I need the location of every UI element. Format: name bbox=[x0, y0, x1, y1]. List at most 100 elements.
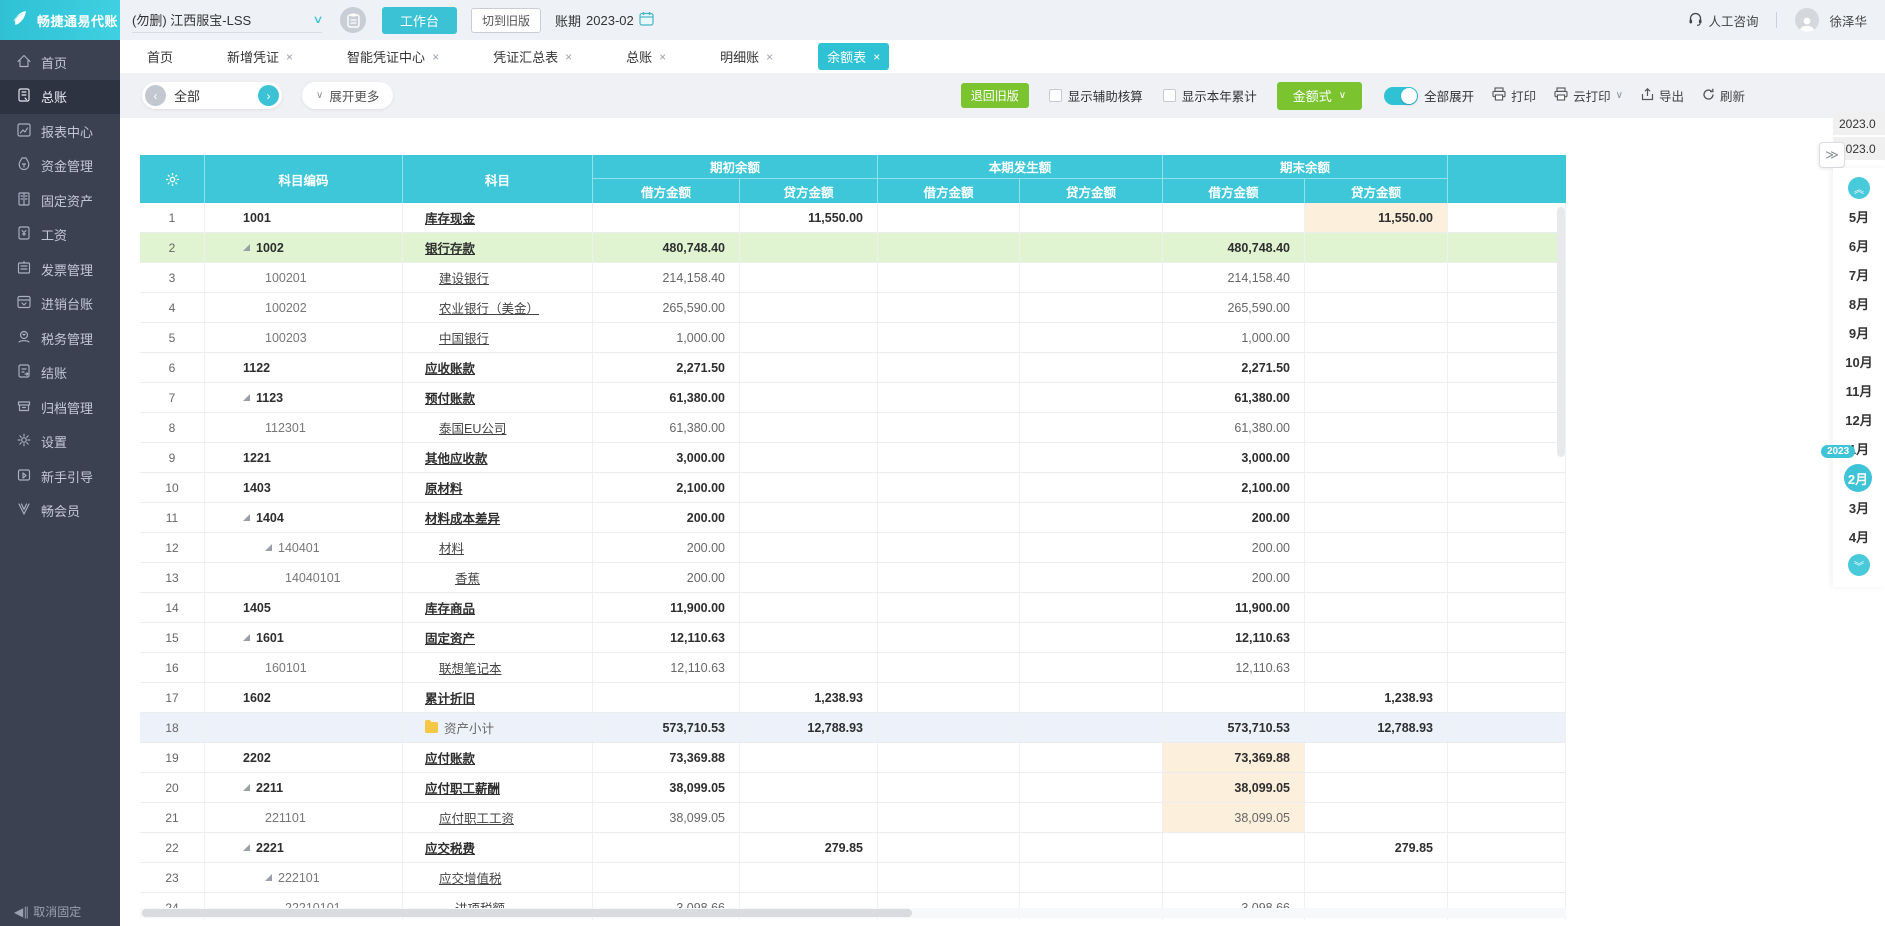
sidebar-item-3[interactable]: 报表中心 bbox=[0, 114, 120, 149]
account-name-link[interactable]: 建设银行 bbox=[439, 272, 490, 286]
month-item-2月[interactable]: 2月 bbox=[1844, 464, 1872, 492]
account-name-link[interactable]: 库存现金 bbox=[425, 212, 476, 226]
back-to-old-button[interactable]: 退回旧版 bbox=[960, 83, 1029, 108]
table-row[interactable]: 3 100201 建设银行 214,158.40 214,158.40 bbox=[140, 263, 1566, 293]
app-logo[interactable]: 畅捷通易代账 bbox=[0, 0, 120, 40]
sub-header-credit[interactable]: 贷方金额 bbox=[1020, 179, 1163, 203]
table-row[interactable]: 23 222101 应交增值税 bbox=[140, 863, 1566, 893]
month-item-4月[interactable]: 4月 bbox=[1848, 530, 1870, 545]
tab-智能凭证中心[interactable]: 智能凭证中心 × bbox=[338, 43, 448, 70]
account-name-link[interactable]: 材料成本差异 bbox=[425, 512, 501, 526]
show-aux-checkbox[interactable]: 显示辅助核算 bbox=[1048, 86, 1143, 105]
sidebar-item-11[interactable]: 归档管理 bbox=[0, 390, 120, 425]
account-name-link[interactable]: 材料 bbox=[439, 542, 465, 556]
account-name-link[interactable]: 预付账款 bbox=[425, 392, 476, 406]
close-tab-icon[interactable]: × bbox=[659, 49, 667, 64]
scope-prev-icon[interactable]: ‹ bbox=[145, 85, 166, 106]
expand-triangle-icon[interactable] bbox=[243, 514, 250, 521]
table-row[interactable]: 19 2202 应付账款 73,369.88 73,369.88 bbox=[140, 743, 1566, 773]
account-name-link[interactable]: 库存商品 bbox=[425, 602, 476, 616]
table-row[interactable]: 8 112301 泰国EU公司 61,380.00 61,380.00 bbox=[140, 413, 1566, 443]
months-scroll-down-icon[interactable]: ︾ bbox=[1848, 554, 1870, 576]
scope-next-icon[interactable]: › bbox=[258, 85, 279, 106]
export-button[interactable]: 导出 bbox=[1641, 86, 1684, 105]
tab-余额表[interactable]: 余额表 × bbox=[818, 43, 890, 70]
sidebar-item-9[interactable]: 税务管理 bbox=[0, 321, 120, 356]
account-name-link[interactable]: 农业银行（美金） bbox=[439, 302, 540, 316]
table-row[interactable]: 22 2221 应交税费 279.85 279.85 bbox=[140, 833, 1566, 863]
sidebar-item-6[interactable]: 工资 bbox=[0, 218, 120, 253]
expand-triangle-icon[interactable] bbox=[243, 394, 250, 401]
unpin-button[interactable]: ◀∥ 取消固定 bbox=[14, 903, 81, 920]
expand-all-toggle[interactable] bbox=[1384, 86, 1419, 105]
close-tab-icon[interactable]: × bbox=[873, 49, 881, 64]
sidebar-item-14[interactable]: 畅会员 bbox=[0, 494, 120, 529]
month-item-12月[interactable]: 12月 bbox=[1845, 413, 1873, 428]
sidebar-item-8[interactable]: 进销台账 bbox=[0, 287, 120, 322]
column-settings-gear-icon[interactable] bbox=[140, 155, 205, 203]
sub-header-debit[interactable]: 借方金额 bbox=[878, 179, 1020, 203]
account-name-link[interactable]: 固定资产 bbox=[425, 632, 476, 646]
period-entry[interactable]: 2023.0 bbox=[1833, 137, 1885, 160]
close-tab-icon[interactable]: × bbox=[766, 49, 774, 64]
sidebar-item-10[interactable]: 结账 bbox=[0, 356, 120, 391]
account-name-link[interactable]: 中国银行 bbox=[439, 332, 490, 346]
month-item-7月[interactable]: 7月 bbox=[1848, 268, 1870, 283]
sidebar-item-13[interactable]: 新手引导 bbox=[0, 459, 120, 494]
cloud-print-button[interactable]: 云打印 ∨ bbox=[1554, 86, 1623, 105]
account-name-link[interactable]: 香蕉 bbox=[455, 572, 481, 586]
show-ytd-checkbox[interactable]: 显示本年累计 bbox=[1162, 86, 1257, 105]
table-row[interactable]: 13 14040101 香蕉 200.00 200.00 bbox=[140, 563, 1566, 593]
expand-triangle-icon[interactable] bbox=[243, 244, 250, 251]
header-account-code[interactable]: 科目编码 bbox=[205, 155, 403, 203]
period-selector[interactable]: 账期 2023-02 bbox=[555, 11, 654, 30]
sidebar-item-12[interactable]: 设置 bbox=[0, 425, 120, 460]
account-name-link[interactable]: 累计折旧 bbox=[425, 692, 476, 706]
switch-old-version-button[interactable]: 切到旧版 bbox=[471, 7, 542, 33]
table-row[interactable]: 1 1001 库存现金 11,550.00 11,550.00 bbox=[140, 203, 1566, 233]
clipboard-icon[interactable] bbox=[340, 7, 366, 33]
account-name-link[interactable]: 原材料 bbox=[425, 482, 463, 496]
month-item-11月[interactable]: 11月 bbox=[1845, 384, 1873, 399]
avatar[interactable] bbox=[1795, 8, 1820, 32]
table-row[interactable]: 10 1403 原材料 2,100.00 2,100.00 bbox=[140, 473, 1566, 503]
table-row[interactable]: 20 2211 应付职工薪酬 38,099.05 38,099.05 bbox=[140, 773, 1566, 803]
month-item-6月[interactable]: 6月 bbox=[1848, 239, 1870, 254]
account-name-link[interactable]: 其他应收款 bbox=[425, 452, 488, 466]
tab-首页[interactable]: 首页 bbox=[138, 43, 182, 70]
tab-总账[interactable]: 总账 × bbox=[617, 43, 675, 70]
account-name-link[interactable]: 泰国EU公司 bbox=[439, 422, 507, 436]
amount-mode-button[interactable]: 金额式 ∨ bbox=[1276, 81, 1363, 110]
close-tab-icon[interactable]: × bbox=[432, 49, 440, 64]
sub-header-debit[interactable]: 借方金额 bbox=[1163, 179, 1305, 203]
table-row[interactable]: 6 1122 应收账款 2,271.50 2,271.50 bbox=[140, 353, 1566, 383]
sidebar-item-4[interactable]: 资金管理 bbox=[0, 149, 120, 184]
close-tab-icon[interactable]: × bbox=[286, 49, 294, 64]
sub-header-credit[interactable]: 贷方金额 bbox=[740, 179, 878, 203]
months-scroll-up-icon[interactable]: ︽ bbox=[1848, 177, 1870, 199]
table-row[interactable]: 5 100203 中国银行 1,000.00 1,000.00 bbox=[140, 323, 1566, 353]
table-row[interactable]: 21 221101 应付职工工资 38,099.05 38,099.05 bbox=[140, 803, 1566, 833]
expand-triangle-icon[interactable] bbox=[243, 844, 250, 851]
month-item-9月[interactable]: 9月 bbox=[1848, 326, 1870, 341]
account-name-link[interactable]: 应交税费 bbox=[425, 842, 476, 856]
sub-header-debit[interactable]: 借方金额 bbox=[593, 179, 740, 203]
account-name-link[interactable]: 应付账款 bbox=[425, 752, 476, 766]
account-name-link[interactable]: 应收账款 bbox=[425, 362, 476, 376]
expand-triangle-icon[interactable] bbox=[243, 784, 250, 791]
expand-triangle-icon[interactable] bbox=[265, 544, 272, 551]
period-entry[interactable]: 2023.0 bbox=[1833, 112, 1885, 135]
checkbox-icon[interactable] bbox=[1162, 89, 1176, 102]
month-item-3月[interactable]: 3月 bbox=[1848, 501, 1870, 516]
table-row[interactable]: 18 资产小计 573,710.53 12,788.93 573,710.53 12,78… bbox=[140, 713, 1566, 743]
sidebar-item-1[interactable]: 首页 bbox=[0, 45, 120, 80]
table-row[interactable]: 2 1002 银行存款 480,748.40 480,748.40 bbox=[140, 233, 1566, 263]
print-button[interactable]: 打印 bbox=[1492, 86, 1536, 105]
panel-collapse-icon[interactable]: ≫ bbox=[1819, 142, 1845, 168]
month-item-5月[interactable]: 5月 bbox=[1848, 210, 1870, 225]
table-row[interactable]: 4 100202 农业银行（美金） 265,590.00 265,590.00 bbox=[140, 293, 1566, 323]
tab-新增凭证[interactable]: 新增凭证 × bbox=[218, 43, 302, 70]
sidebar-item-7[interactable]: 发票管理 bbox=[0, 252, 120, 287]
scope-filter[interactable]: ‹ 全部 › bbox=[142, 82, 282, 109]
vertical-scrollbar[interactable] bbox=[1557, 205, 1565, 905]
